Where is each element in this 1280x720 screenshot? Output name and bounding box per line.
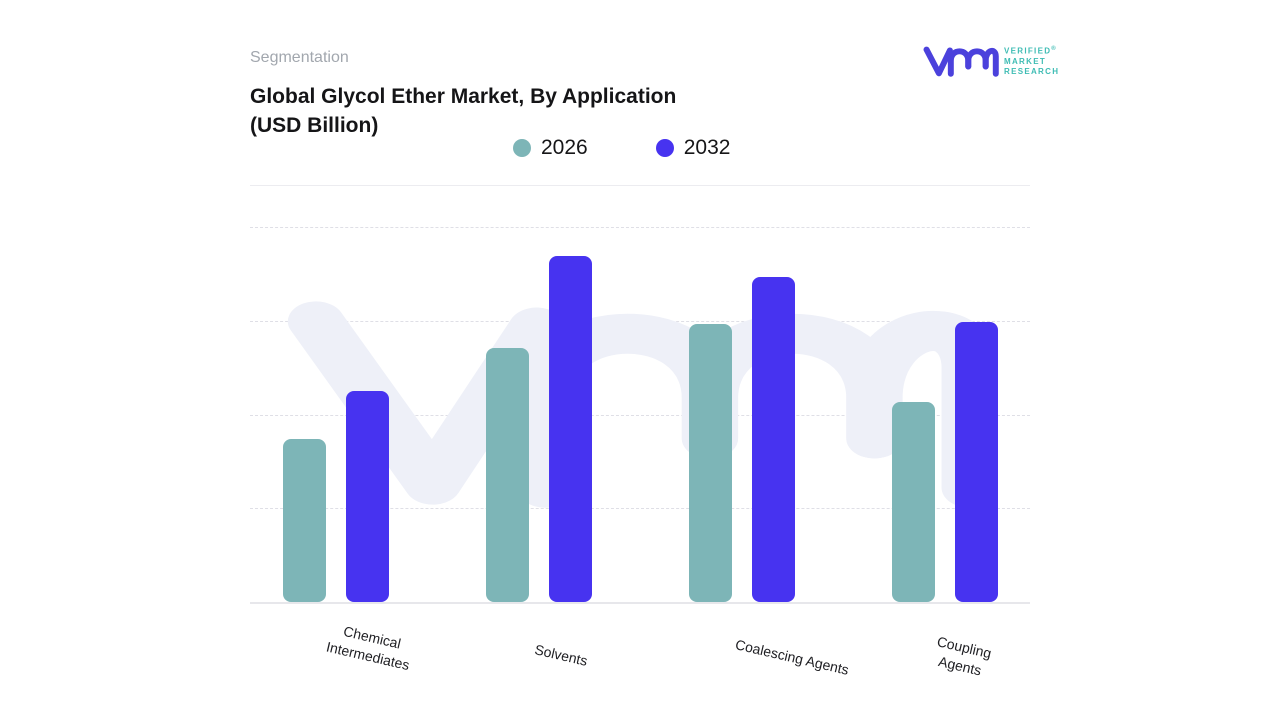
legend-label-2026: 2026 — [541, 136, 588, 159]
page-title-line2: (USD Billion) — [250, 114, 379, 137]
x-axis-label-coalescing-agents: Coalescing Agents — [733, 636, 851, 678]
eyebrow-label: Segmentation — [250, 49, 349, 66]
x-axis-label-solvents: Solvents — [533, 641, 590, 669]
bar-2026-chemical-intermediates — [283, 439, 326, 602]
plot-area — [250, 227, 1030, 604]
legend-dot-2032 — [655, 139, 674, 157]
bar-2032-chemical-intermediates — [346, 391, 389, 602]
legend-dot-2026 — [513, 139, 531, 157]
vmr-logo: VERIFIED® MARKET RESEARCH — [921, 36, 1059, 81]
gridline — [250, 508, 1030, 510]
logo-line-market: MARKET — [1004, 56, 1047, 66]
logo-line-research: RESEARCH — [1004, 66, 1060, 76]
page-title: Global Glycol Ether Market, By Applicati… — [250, 82, 676, 140]
gridline — [250, 227, 1030, 228]
registered-mark: ® — [1051, 46, 1056, 52]
legend: 2026 2032 — [513, 136, 730, 160]
bar-2026-coupling-agents — [892, 402, 935, 602]
legend-label-2032: 2032 — [683, 136, 731, 159]
x-axis-label-chemical-intermediates: Chemical Intermediates — [324, 622, 412, 674]
bar-2026-solvents — [486, 348, 529, 602]
x-axis-label-coupling-agents: Coupling Agents — [935, 633, 993, 679]
vmr-logo-text: VERIFIED® MARKET RESEARCH — [1004, 36, 1059, 77]
bar-2032-coalescing-agents — [752, 277, 795, 602]
header-separator-line — [250, 185, 1030, 186]
bar-2032-coupling-agents — [955, 322, 998, 602]
legend-item-2032: 2032 — [655, 136, 731, 160]
page-title-line1: Global Glycol Ether Market, By Applicati… — [250, 85, 677, 108]
vmr-monogram-icon — [921, 36, 999, 81]
bar-2026-coalescing-agents — [689, 324, 732, 602]
legend-item-2026: 2026 — [513, 136, 588, 160]
bar-2032-solvents — [549, 256, 592, 602]
gridline — [250, 414, 1030, 416]
logo-line-verified: VERIFIED — [1004, 46, 1052, 56]
